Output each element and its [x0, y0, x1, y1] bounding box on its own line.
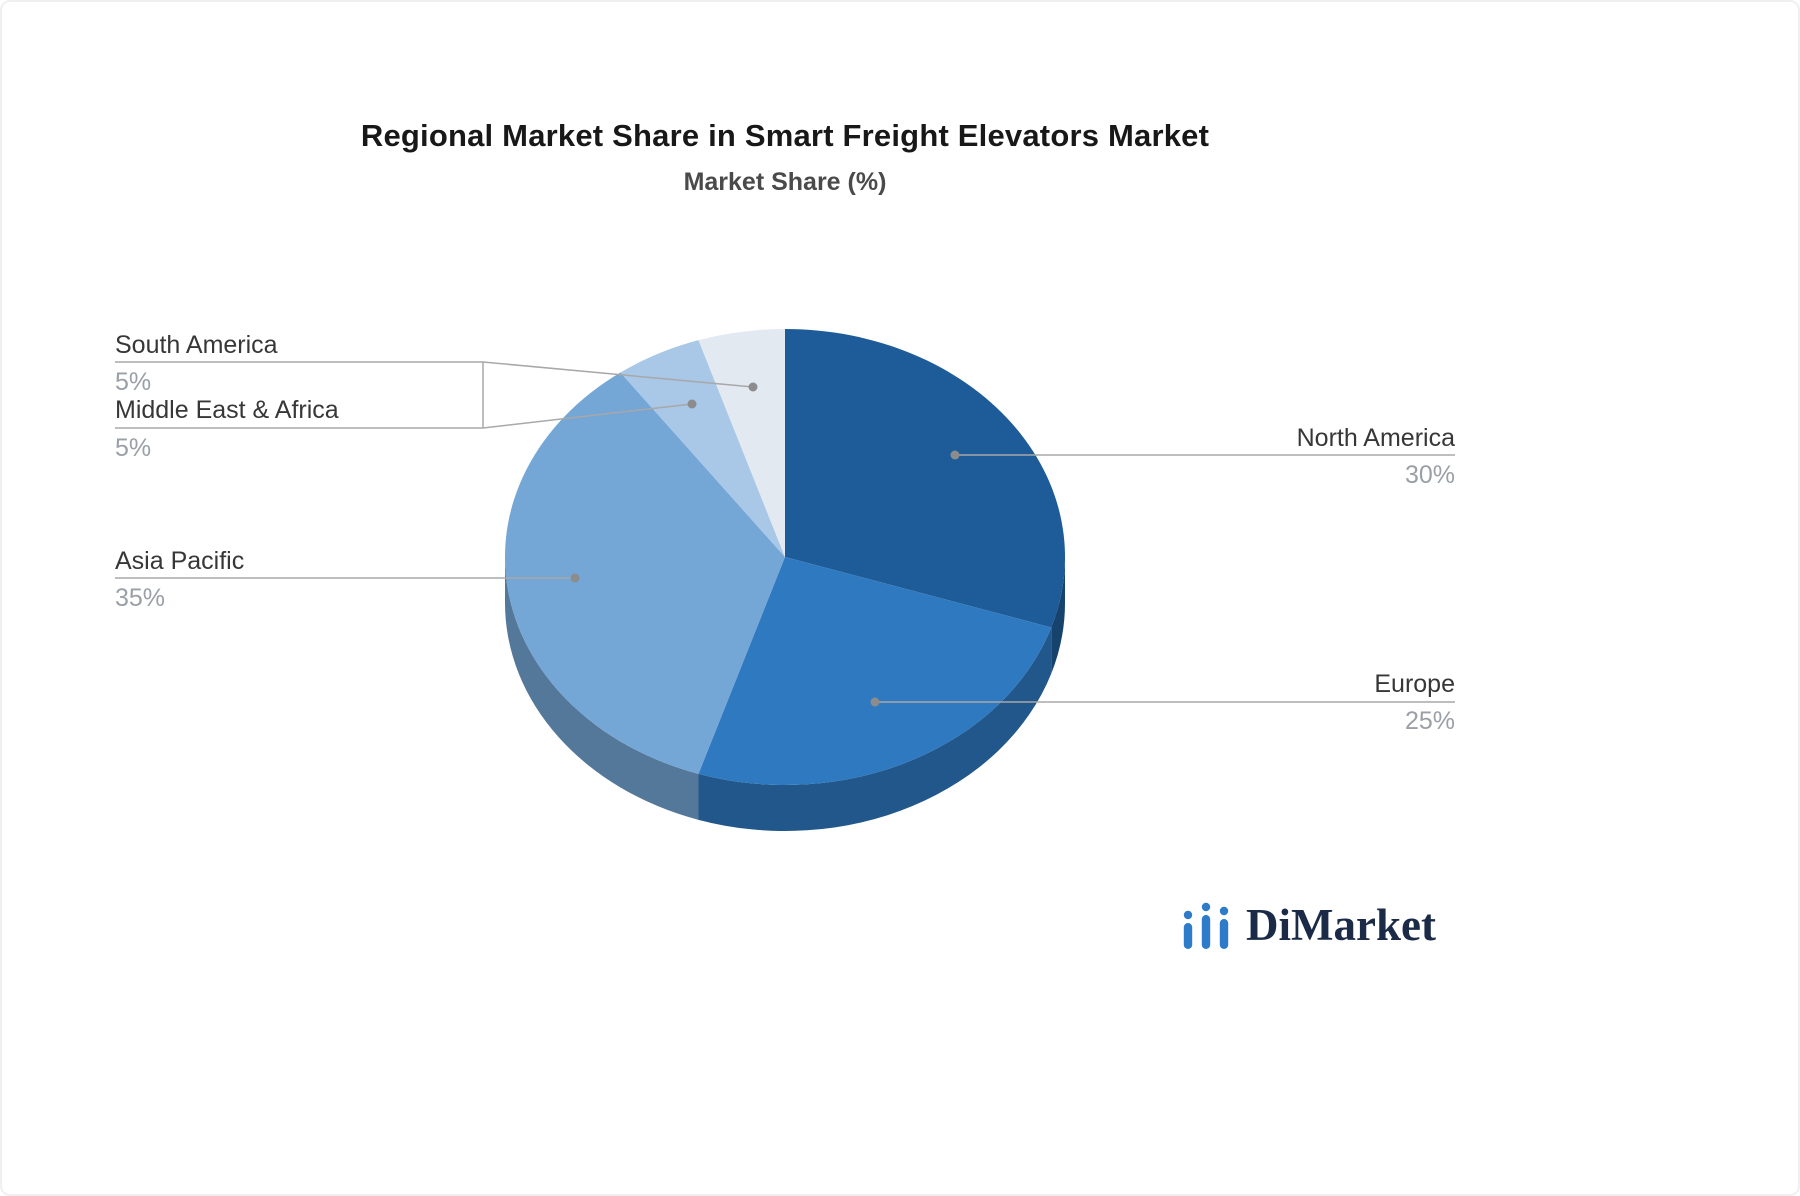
slice-value-middle-east-africa: 5%: [115, 434, 152, 462]
slice-label-south-america: South America: [115, 331, 278, 359]
slice-value-europe: 25%: [1404, 707, 1455, 735]
slice-label-asia-pacific: Asia Pacific: [115, 547, 245, 575]
chart-title: Regional Market Share in Smart Freight E…: [360, 118, 1210, 153]
chart-subtitle: Market Share (%): [683, 168, 887, 196]
slice-label-middle-east-africa: Middle East & Africa: [115, 396, 339, 424]
brand-name: DiMarket: [1246, 900, 1436, 950]
dimarket-logo-icon: [1183, 902, 1229, 949]
slice-label-north-america: North America: [1296, 424, 1455, 452]
slice-value-north-america: 30%: [1404, 461, 1455, 489]
slice-value-asia-pacific: 35%: [115, 584, 166, 612]
brand-logo: DiMarket: [1180, 898, 1436, 952]
slice-label-europe: Europe: [1374, 670, 1455, 698]
slice-value-south-america: 5%: [115, 368, 152, 396]
